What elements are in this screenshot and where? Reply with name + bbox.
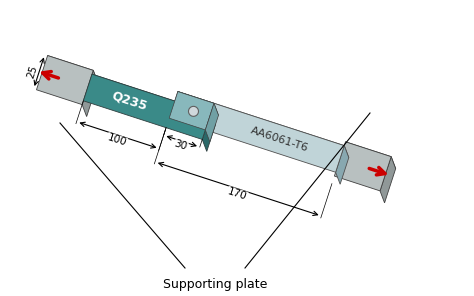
Polygon shape [169,91,214,130]
Polygon shape [336,146,349,184]
Text: Q235: Q235 [109,89,148,113]
Polygon shape [92,74,215,125]
Text: AA6061-T6: AA6061-T6 [249,125,310,153]
Polygon shape [346,142,396,169]
Polygon shape [189,106,199,116]
Polygon shape [169,91,344,172]
Text: Supporting plate: Supporting plate [163,278,267,291]
Text: 170: 170 [226,186,248,202]
Polygon shape [178,91,219,115]
Text: 30: 30 [173,139,189,152]
Polygon shape [82,70,98,117]
Text: 100: 100 [106,133,128,148]
Polygon shape [47,56,98,82]
Polygon shape [202,113,215,152]
Polygon shape [205,103,219,142]
Polygon shape [36,56,93,104]
Polygon shape [334,142,391,191]
Polygon shape [83,74,211,139]
Polygon shape [380,157,396,203]
Polygon shape [178,91,349,157]
Text: 25: 25 [26,64,39,80]
